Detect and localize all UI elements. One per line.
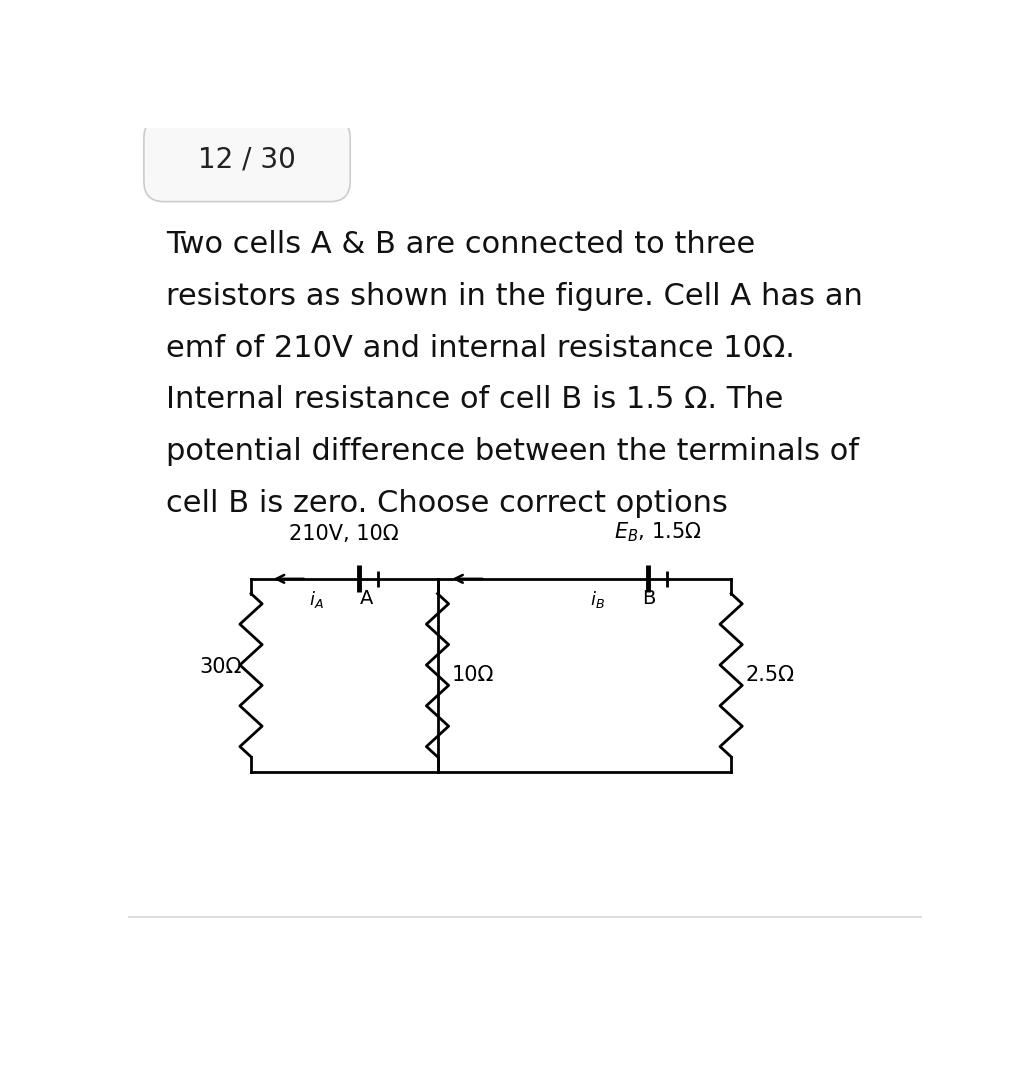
Text: 30Ω: 30Ω: [199, 657, 242, 677]
Text: 12 / 30: 12 / 30: [198, 146, 296, 174]
Text: Internal resistance of cell B is 1.5 Ω. The: Internal resistance of cell B is 1.5 Ω. …: [166, 386, 783, 414]
Text: 210V, 10Ω: 210V, 10Ω: [290, 524, 399, 544]
Text: $i_B$: $i_B$: [590, 589, 605, 609]
Text: cell B is zero. Choose correct options: cell B is zero. Choose correct options: [166, 489, 728, 518]
Text: $E_{B}$, 1.5Ω: $E_{B}$, 1.5Ω: [614, 521, 701, 544]
Text: $i_A$: $i_A$: [308, 589, 324, 609]
Text: emf of 210V and internal resistance 10Ω.: emf of 210V and internal resistance 10Ω.: [166, 333, 795, 363]
Text: 10Ω: 10Ω: [452, 666, 495, 685]
FancyBboxPatch shape: [143, 118, 350, 201]
Text: resistors as shown in the figure. Cell A has an: resistors as shown in the figure. Cell A…: [166, 282, 863, 311]
Text: potential difference between the terminals of: potential difference between the termina…: [166, 437, 859, 466]
Text: 2.5Ω: 2.5Ω: [745, 666, 795, 685]
Text: Two cells A & B are connected to three: Two cells A & B are connected to three: [166, 230, 756, 259]
Text: A: A: [360, 589, 374, 608]
Text: B: B: [642, 589, 655, 608]
